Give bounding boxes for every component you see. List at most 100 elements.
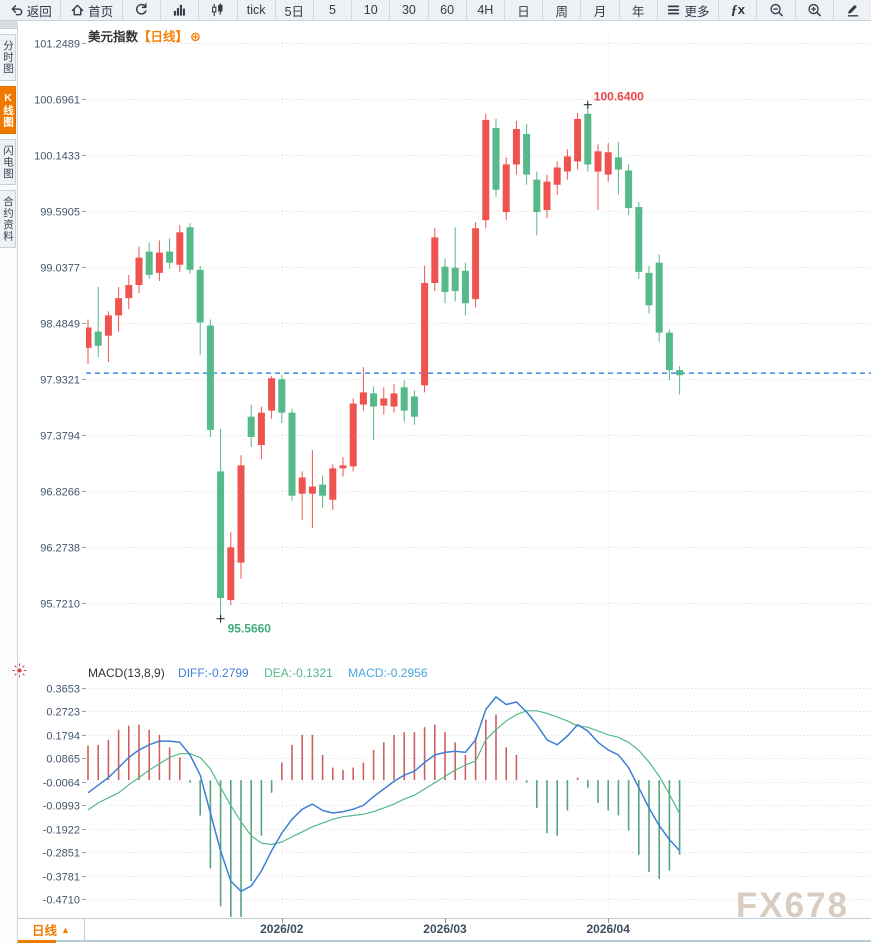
svg-text:-0.4710: -0.4710 [43,895,80,907]
chart-title: 美元指数【日线】 ⊕ [88,26,201,45]
svg-text:-0.2851: -0.2851 [43,848,80,860]
macd-diff-value: DIFF:-0.2799 [178,666,249,680]
macd-name: MACD(13,8,9) [88,666,165,680]
instrument-name: 美元指数 [88,30,139,44]
sidebar-tab-flash[interactable]: 闪电图 [0,138,16,185]
macd-plot[interactable] [87,696,681,932]
toolbar-button-draw[interactable] [834,0,871,20]
bar-chart-icon [172,2,187,18]
toolbar-button-interval-week[interactable]: 周 [543,0,582,20]
zoom-in-icon [807,2,822,18]
toolbar-button-chart-type-candle[interactable] [199,0,238,20]
svg-text:100.1433: 100.1433 [34,151,80,163]
toolbar-button-zoom-in[interactable] [796,0,834,20]
svg-text:97.3794: 97.3794 [40,431,80,443]
toolbar-button-interval-30[interactable]: 30 [390,0,429,20]
toolbar-button-label: 年 [631,4,645,19]
svg-text:97.9321: 97.9321 [40,375,80,387]
toolbar-button-back[interactable]: 返回 [0,0,62,20]
candles[interactable] [85,104,684,619]
sidebar-tab-contract-info[interactable]: 合约资料 [0,190,16,248]
sidebar-cap [0,21,18,29]
toolbar-button-more[interactable]: 更多 [658,0,720,20]
zoom-out-icon [769,2,784,18]
svg-text:96.2738: 96.2738 [40,543,80,555]
svg-text:0.1794: 0.1794 [46,731,80,743]
sidebar-tab-kline[interactable]: K线图 [0,85,16,134]
timeframe-selector[interactable]: 日线 ▲ [18,919,85,940]
x-axis-tick [282,918,283,923]
toolbar-button-refresh[interactable] [123,0,162,20]
toolbar-button-interval-10[interactable]: 10 [352,0,391,20]
svg-text:100.6961: 100.6961 [34,95,80,107]
macd-dea-value: DEA:-0.1321 [264,666,333,680]
bottom-divider-line [56,940,871,942]
macd-macd-value: MACD:-0.2956 [348,666,428,680]
svg-text:-0.0993: -0.0993 [43,801,80,813]
x-axis-date-label: 2026/04 [586,922,630,936]
svg-text:-0.1922: -0.1922 [43,825,80,837]
back-icon [9,2,24,18]
toolbar-button-zoom-out[interactable] [757,0,796,20]
toolbar-button-interval-month[interactable]: 月 [581,0,620,20]
toolbar-button-label: 日 [517,4,530,19]
x-axis-bar: 日线 ▲ 2026/02 2026/03 2026/04 [0,918,871,940]
svg-text:95.7210: 95.7210 [40,599,80,611]
refresh-icon [134,2,149,18]
sidebar-tab-time-share[interactable]: 分时图 [0,34,16,81]
candlestick-icon [210,2,225,18]
toolbar-button-label: 返回 [26,4,52,19]
circle-plus-icon[interactable]: ⊕ [190,29,201,44]
toolbar-button-chart-type-bar[interactable] [161,0,200,20]
timeframe-label: 【日线】 [138,30,189,44]
svg-text:100.6400: 100.6400 [594,90,644,104]
menu-icon [666,2,681,18]
svg-text:96.8266: 96.8266 [40,487,80,499]
svg-text:-0.0064: -0.0064 [43,778,80,790]
macd-grid: 0.3653 0.2723 0.1794 0.0865 -0.0064 -0.0993 -0… [43,684,871,907]
toolbar-button-label: 月 [593,4,607,19]
toolbar: 返回 首页 tick 5日 5 10 30 60 4H 日 周 月 年 更多 ƒx [0,0,871,21]
toolbar-button-interval-5d[interactable]: 5日 [276,0,314,20]
indicator-settings-icon[interactable] [12,663,27,683]
toolbar-button-interval-year[interactable]: 年 [620,0,658,20]
toolbar-button-label: 5日 [284,4,305,19]
svg-text:95.5660: 95.5660 [228,622,272,636]
active-period-underline [2,940,56,943]
bottom-strip [0,940,871,944]
x-axis-date-label: 2026/02 [260,922,304,936]
x-axis-tick [608,918,609,923]
svg-text:101.2489: 101.2489 [34,39,80,51]
svg-text:0.3653: 0.3653 [46,684,80,696]
fx-icon: ƒx [730,1,745,18]
toolbar-button-label: 5 [329,3,336,17]
toolbar-button-label: tick [246,3,266,17]
toolbar-button-interval-tick[interactable]: tick [238,0,276,20]
toolbar-button-label: 首页 [88,4,114,19]
timeframe-selector-label: 日线 [32,924,58,938]
toolbar-button-interval-60[interactable]: 60 [429,0,467,20]
svg-text:-0.3781: -0.3781 [43,872,80,884]
home-icon [70,2,85,18]
pencil-icon [845,2,860,18]
toolbar-button-home[interactable]: 首页 [61,0,123,20]
x-axis-tick [445,918,446,923]
toolbar-button-interval-day[interactable]: 日 [505,0,544,20]
toolbar-button-label: 10 [363,3,378,17]
svg-text:98.4849: 98.4849 [40,319,80,331]
toolbar-button-interval-5[interactable]: 5 [314,0,353,20]
triangle-up-icon: ▲ [61,924,70,935]
macd-header: MACD(13,8,9) DIFF:-0.2799 DEA:-0.1321 MA… [88,666,428,680]
toolbar-button-interval-4h[interactable]: 4H [467,0,505,20]
sidebar-tabs: 分时图 K线图闪电图合约资料 [0,21,18,944]
x-axis-date-label: 2026/03 [423,922,467,936]
svg-text:0.0865: 0.0865 [46,754,80,766]
toolbar-button-label: 4H [477,3,494,17]
price-annotations: 100.6400 95.5660 [216,90,644,636]
toolbar-button-label: 周 [555,4,568,19]
svg-text:0.2723: 0.2723 [46,707,80,719]
toolbar-button-indicators-fx[interactable]: ƒx [719,0,758,20]
toolbar-button-label: 60 [440,3,455,17]
